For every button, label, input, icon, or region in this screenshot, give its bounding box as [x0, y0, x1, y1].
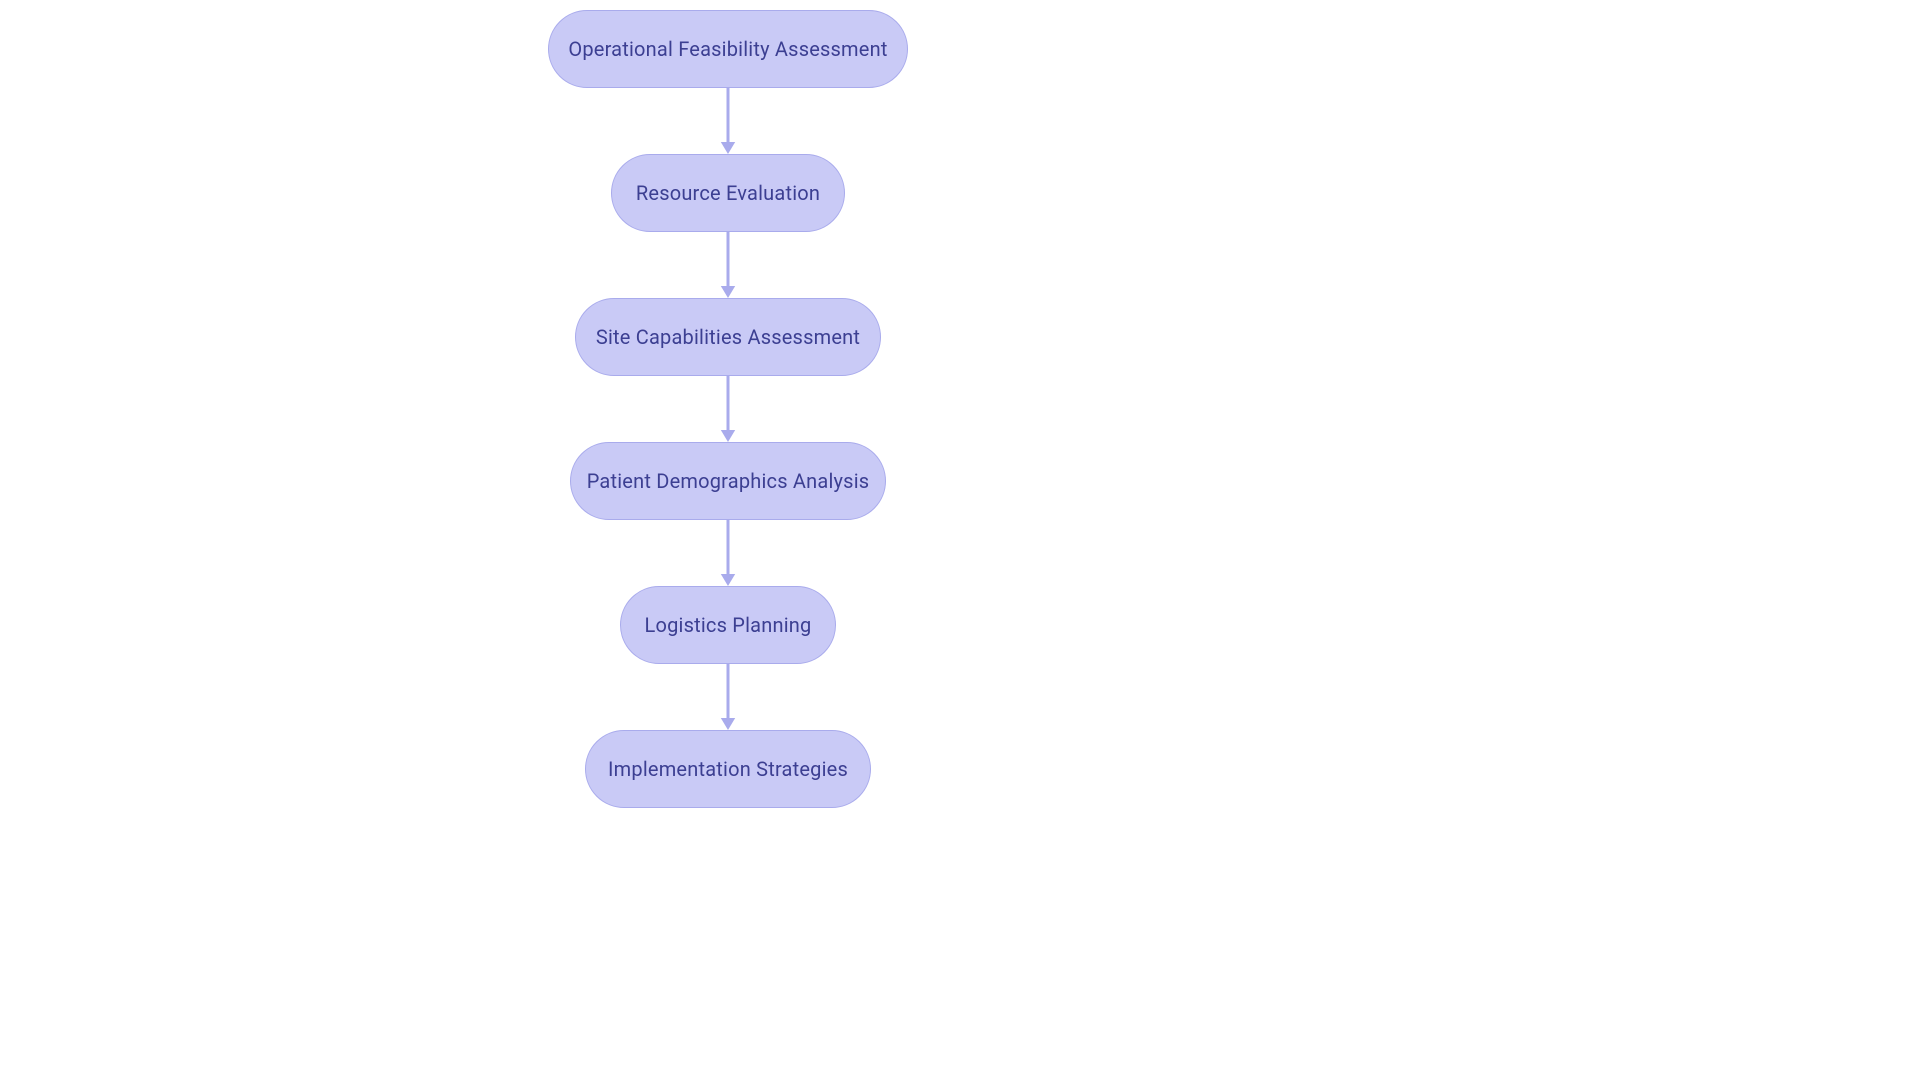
flow-edge-n1-n2 [716, 88, 740, 154]
flowchart-container: Operational Feasibility Assessment Resour… [0, 0, 1920, 1083]
flow-node-label: Patient Demographics Analysis [587, 469, 870, 493]
flow-node-n1: Operational Feasibility Assessment [548, 10, 908, 88]
flow-node-n2: Resource Evaluation [611, 154, 845, 232]
flow-edge-n4-n5 [716, 520, 740, 586]
flow-node-n5: Logistics Planning [620, 586, 836, 664]
flow-node-n4: Patient Demographics Analysis [570, 442, 886, 520]
flow-node-label: Implementation Strategies [608, 757, 848, 781]
flow-node-n6: Implementation Strategies [585, 730, 871, 808]
flow-node-label: Site Capabilities Assessment [596, 325, 860, 349]
flow-edge-n5-n6 [716, 664, 740, 730]
flow-node-n3: Site Capabilities Assessment [575, 298, 881, 376]
flow-edge-n2-n3 [716, 232, 740, 298]
flow-node-label: Logistics Planning [645, 613, 812, 637]
flow-node-label: Resource Evaluation [636, 181, 820, 205]
flow-node-label: Operational Feasibility Assessment [568, 37, 887, 61]
flow-edge-n3-n4 [716, 376, 740, 442]
